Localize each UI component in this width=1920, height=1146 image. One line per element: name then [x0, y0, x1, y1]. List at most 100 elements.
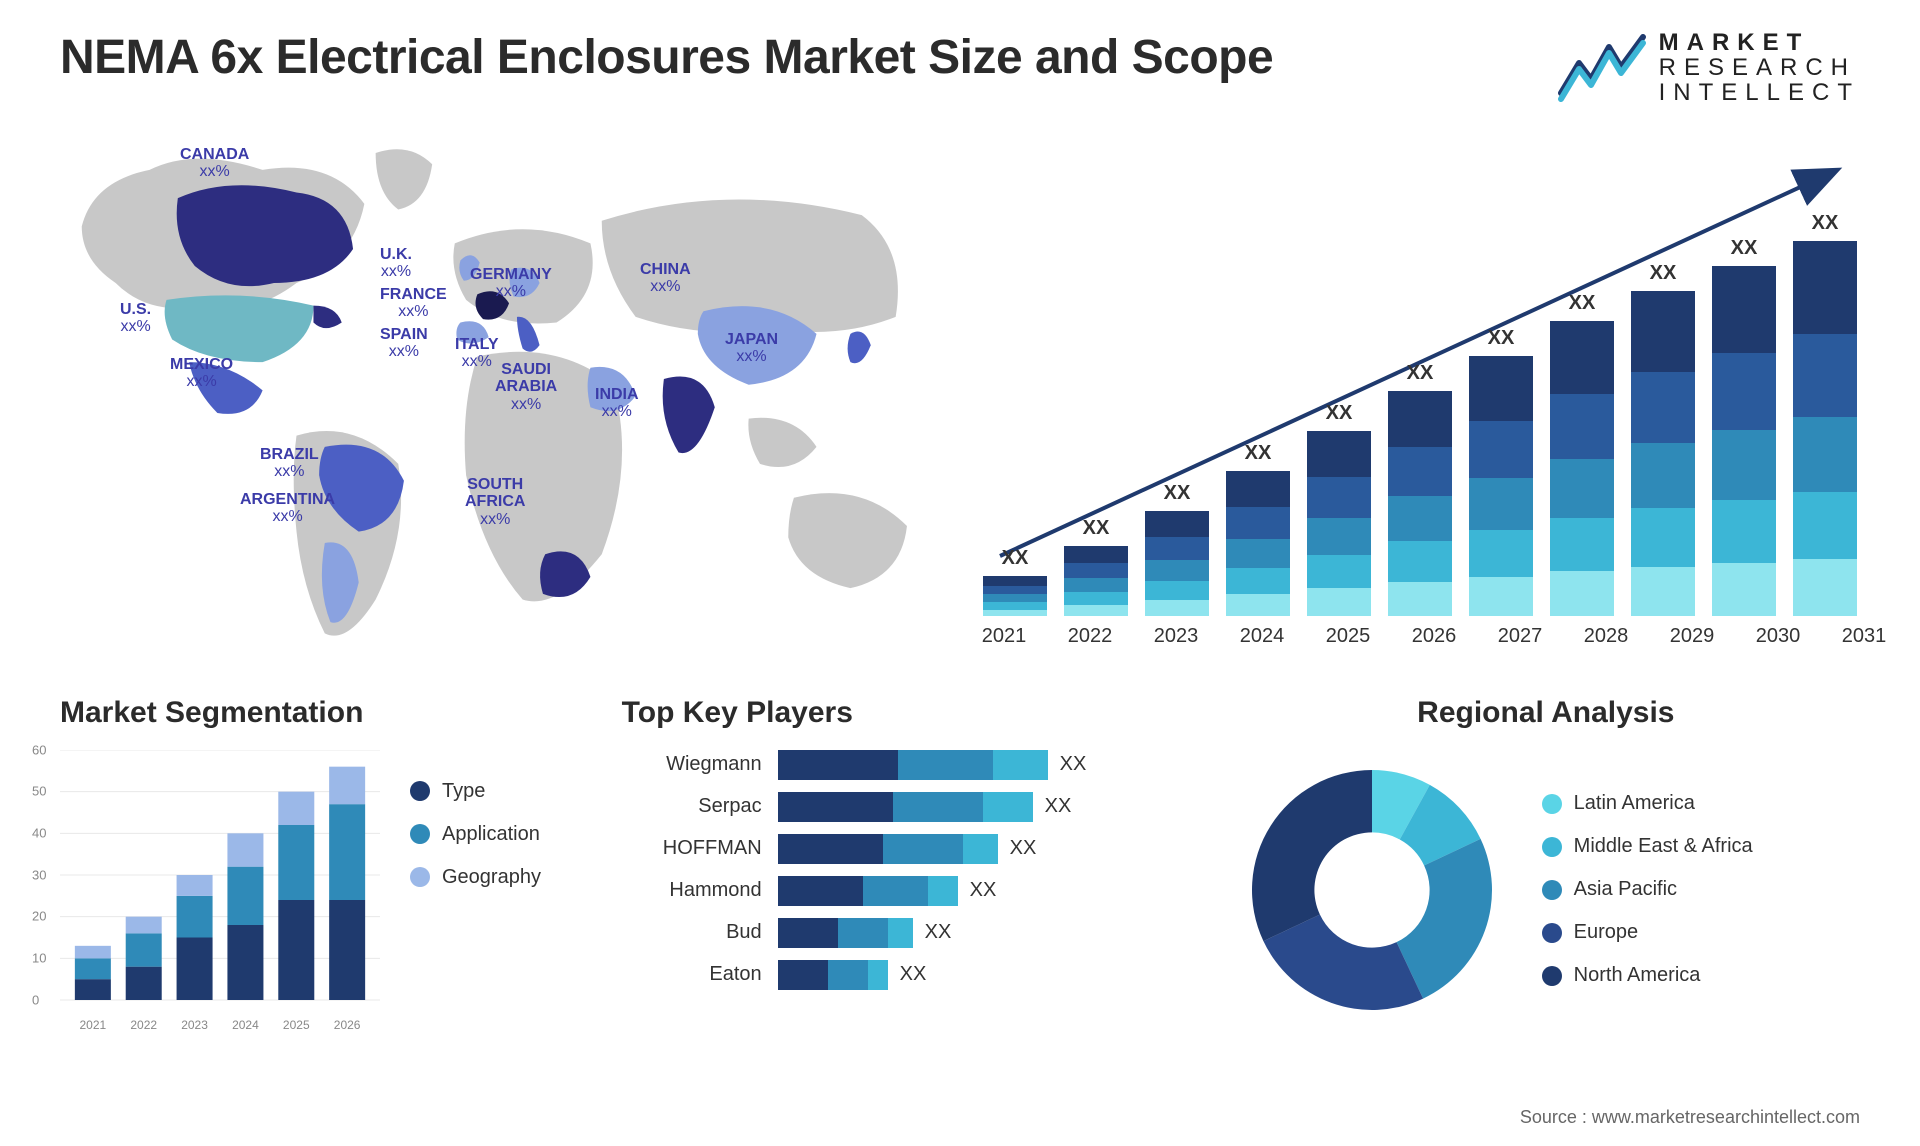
player-value: XX — [900, 963, 927, 986]
regional-legend-item: Middle East & Africa — [1542, 835, 1753, 858]
seg-bar-segment — [177, 895, 213, 937]
main-bar-stack — [1631, 291, 1695, 616]
regional-legend-item: Latin America — [1542, 792, 1753, 815]
page-title: NEMA 6x Electrical Enclosures Market Siz… — [60, 30, 1273, 85]
main-bar-segment — [1064, 592, 1128, 605]
player-name: Hammond — [622, 879, 762, 902]
seg-bar-segment — [75, 979, 111, 1000]
seg-xlabel: 2025 — [283, 1018, 310, 1032]
main-bar-segment — [1631, 443, 1695, 508]
players-section: Top Key Players WiegmannXXSerpacXXHOFFMA… — [622, 696, 1202, 1030]
regional-legend-label: Middle East & Africa — [1574, 835, 1753, 858]
seg-bar-segment — [75, 958, 111, 979]
seg-bar-segment — [227, 866, 263, 924]
header: NEMA 6x Electrical Enclosures Market Siz… — [60, 30, 1860, 106]
player-bar: XX — [778, 876, 1202, 906]
player-bar-segment — [863, 876, 928, 906]
player-bar: XX — [778, 750, 1202, 780]
main-bar-2029: XX — [1628, 262, 1698, 616]
player-name: Eaton — [622, 963, 762, 986]
main-bar-segment — [1226, 568, 1290, 594]
main-bar-segment — [1469, 356, 1533, 421]
main-bar-segment — [1064, 578, 1128, 592]
main-bar-segment — [1469, 577, 1533, 616]
map-label-argentina: ARGENTINAxx% — [240, 491, 335, 526]
player-bar-segment — [778, 750, 898, 780]
player-bar-segment — [778, 792, 893, 822]
main-xlabel: 2026 — [1412, 625, 1457, 648]
map-label-germany: GERMANYxx% — [470, 266, 552, 301]
seg-legend-item: Geography — [410, 866, 541, 889]
main-bar-2026: XX — [1385, 362, 1455, 616]
main-bar-stack — [1550, 321, 1614, 616]
regional-legend-item: North America — [1542, 964, 1753, 987]
seg-bar-segment — [329, 900, 365, 1000]
logo-line2: RESEARCH — [1659, 55, 1860, 80]
main-bar-segment — [1550, 518, 1614, 571]
market-size-chart: XXXXXXXXXXXXXXXXXXXXXX 20212022202320242… — [980, 136, 1860, 656]
seg-ytick: 10 — [32, 950, 46, 965]
main-bar-segment — [1307, 518, 1371, 555]
main-bar-segment — [1307, 477, 1371, 518]
main-bar-segment — [1226, 471, 1290, 507]
regional-donut — [1232, 750, 1512, 1030]
donut-slice — [1252, 770, 1372, 941]
seg-xlabel: 2023 — [181, 1018, 208, 1032]
player-row: SerpacXX — [622, 792, 1202, 822]
regional-body: Latin America Middle East & Africa Asia Pa… — [1232, 750, 1860, 1030]
player-bar-segment — [928, 876, 958, 906]
main-bar-stack — [1226, 471, 1290, 616]
seg-bar-segment — [329, 766, 365, 804]
main-bar-segment — [1064, 605, 1128, 616]
seg-bar-segment — [278, 791, 314, 824]
main-bar-2024: XX — [1223, 442, 1293, 616]
map-label-china: CHINAxx% — [640, 261, 691, 296]
main-bar-segment — [1388, 496, 1452, 541]
main-bar-segment — [1307, 555, 1371, 588]
seg-ytick: 20 — [32, 909, 46, 924]
player-bar-segment — [993, 750, 1048, 780]
main-bar-segment — [1631, 508, 1695, 567]
map-label-japan: JAPANxx% — [725, 331, 778, 366]
main-bar-segment — [1388, 391, 1452, 447]
player-bar-segment — [963, 834, 998, 864]
swatch-icon — [1542, 923, 1562, 943]
player-row: HOFFMANXX — [622, 834, 1202, 864]
bottom-row: Market Segmentation 0102030405060 202120… — [60, 696, 1860, 1030]
map-label-u-s-: U.S.xx% — [120, 301, 151, 336]
swatch-icon — [1542, 794, 1562, 814]
regional-legend-item: Europe — [1542, 921, 1753, 944]
regional-title: Regional Analysis — [1232, 696, 1860, 730]
main-bar-2021: XX — [980, 547, 1050, 616]
main-xlabel: 2025 — [1326, 625, 1371, 648]
source-attribution: Source : www.marketresearchintellect.com — [1520, 1107, 1860, 1128]
main-bar-segment — [983, 594, 1047, 602]
main-bar-2025: XX — [1304, 402, 1374, 616]
map-label-u-k-: U.K.xx% — [380, 246, 412, 281]
player-bar-segment — [778, 876, 863, 906]
main-bar-stack — [1145, 511, 1209, 616]
map-label-saudi-arabia: SAUDIARABIAxx% — [495, 361, 557, 414]
segmentation-bars — [60, 750, 380, 1010]
player-bar: XX — [778, 918, 1202, 948]
main-bar-toplabel: XX — [1164, 482, 1191, 505]
players-body: WiegmannXXSerpacXXHOFFMANXXHammondXXBudX… — [622, 750, 1202, 990]
main-bar-segment — [1469, 530, 1533, 577]
main-bar-toplabel: XX — [1083, 517, 1110, 540]
seg-xlabel: 2026 — [334, 1018, 361, 1032]
player-bar-segment — [778, 834, 883, 864]
swatch-icon — [1542, 837, 1562, 857]
main-xlabel: 2030 — [1756, 625, 1801, 648]
main-bar-segment — [1226, 539, 1290, 568]
seg-bar-segment — [329, 804, 365, 900]
main-bar-stack — [1793, 241, 1857, 616]
main-bar-segment — [1550, 321, 1614, 395]
player-row: WiegmannXX — [622, 750, 1202, 780]
player-value: XX — [1010, 837, 1037, 860]
seg-bar-segment — [126, 916, 162, 933]
main-bar-segment — [1631, 567, 1695, 616]
main-bar-2031: XX — [1790, 212, 1860, 616]
player-bar-segment — [828, 960, 868, 990]
regional-legend-label: Asia Pacific — [1574, 878, 1677, 901]
swatch-icon — [410, 867, 430, 887]
